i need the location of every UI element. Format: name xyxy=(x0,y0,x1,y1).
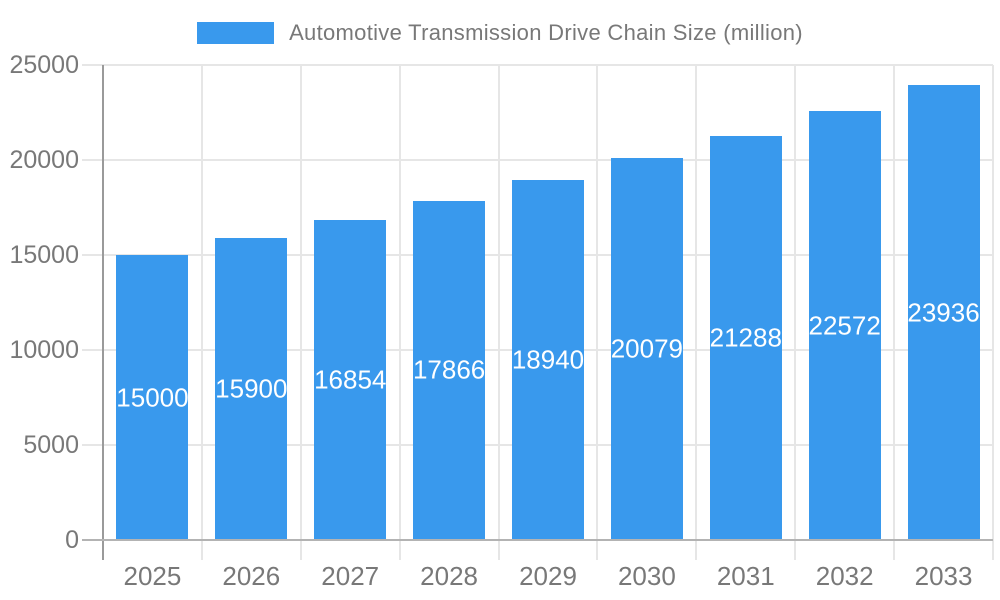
bar-value-label: 15000 xyxy=(116,382,189,412)
bar-2032[interactable]: 22572 xyxy=(809,111,881,540)
x-axis-tick-label: 2027 xyxy=(321,561,380,591)
x-axis-tick-label: 2033 xyxy=(914,561,973,591)
bar-value-label: 16854 xyxy=(314,364,387,395)
v-gridline xyxy=(794,65,797,560)
bar-2030[interactable]: 20079 xyxy=(611,158,683,540)
bar-value-label: 17866 xyxy=(412,354,486,385)
bar-value-label: 21288 xyxy=(709,322,782,353)
y-axis-tick-label: 0 xyxy=(65,526,79,554)
y-axis-tick-label: 20000 xyxy=(9,146,79,174)
v-gridline xyxy=(893,65,896,560)
y-axis-tick-label: 25000 xyxy=(9,51,79,79)
v-gridline xyxy=(695,65,698,560)
bar-value-label: 18940 xyxy=(511,344,585,375)
v-gridline xyxy=(299,65,302,560)
y-axis-tick-label: 5000 xyxy=(23,431,79,459)
h-gridline xyxy=(82,159,993,161)
x-axis-tick-label: 2028 xyxy=(420,561,479,591)
bar-value-label: 23936 xyxy=(907,297,980,328)
y-axis-line xyxy=(102,65,104,560)
x-axis-tick-label: 2030 xyxy=(617,561,676,591)
x-axis-tick-label: 2026 xyxy=(222,561,281,591)
x-axis-line xyxy=(82,539,993,541)
bar-value-label: 22572 xyxy=(808,310,881,341)
bar-value-label: 20079 xyxy=(610,333,684,364)
y-axis-tick-label: 10000 xyxy=(9,336,79,364)
x-axis-tick-label: 2032 xyxy=(815,561,874,591)
h-gridline xyxy=(82,64,993,66)
bar-2028[interactable]: 17866 xyxy=(412,200,486,540)
legend-swatch-icon xyxy=(197,22,275,44)
v-gridline xyxy=(992,65,994,560)
bar-value-label: 15900 xyxy=(215,373,288,404)
chart-legend[interactable]: Automotive Transmission Drive Chain Size… xyxy=(0,20,1000,46)
v-gridline xyxy=(596,65,599,560)
v-gridline xyxy=(398,65,401,560)
bar-2027[interactable]: 16854 xyxy=(314,219,387,540)
legend-label: Automotive Transmission Drive Chain Size… xyxy=(289,20,803,45)
v-gridline xyxy=(200,65,203,560)
x-axis-tick-label: 2029 xyxy=(519,561,577,591)
y-axis-tick-label: 15000 xyxy=(9,241,79,269)
plot-area: 0 5000 10000 15000 20000 25000 15000 2025 15900 2… xyxy=(9,51,994,591)
x-axis-tick-label: 2025 xyxy=(123,561,182,591)
v-gridline xyxy=(497,65,500,560)
bar-2029[interactable]: 18940 xyxy=(512,180,584,540)
bar-2025[interactable]: 15000 xyxy=(116,255,189,540)
bar-2031[interactable]: 21288 xyxy=(709,135,782,540)
x-axis-tick-label: 2031 xyxy=(716,561,775,591)
bar-2033[interactable]: 23936 xyxy=(907,85,980,540)
bar-2026[interactable]: 15900 xyxy=(215,237,288,540)
